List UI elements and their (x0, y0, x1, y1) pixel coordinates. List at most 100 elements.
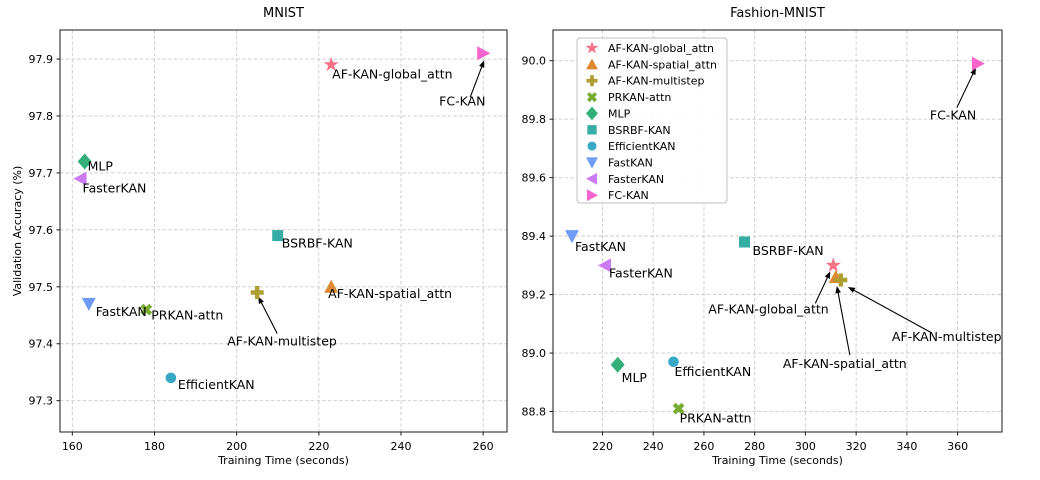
y-tick-label: 89.8 (522, 113, 547, 126)
x-axis-label: Training Time (seconds) (711, 454, 843, 467)
point-label-MLP: MLP (88, 159, 114, 174)
point-MLP (610, 356, 625, 373)
y-tick-label: 89.6 (522, 172, 547, 185)
point-label-AF-KAN-global_attn: AF-KAN-global_attn (332, 67, 452, 82)
point-label-PRKAN-attn: PRKAN-attn (151, 308, 223, 323)
legend-label-EfficientKAN: EfficientKAN (608, 140, 676, 153)
point-BSRBF-KAN (272, 230, 284, 242)
y-tick-label: 97.3 (29, 395, 54, 408)
annotation-arrow-AF-KAN-multistep (851, 288, 933, 334)
plot-border (59, 29, 508, 433)
point-AF-KAN-global_attn (825, 257, 841, 272)
point-FC-KAN (971, 56, 985, 71)
point-label-BSRBF-KAN: BSRBF-KAN (753, 243, 824, 258)
legend-label-AF-KAN-spatial_attn: AF-KAN-spatial_attn (608, 58, 717, 71)
y-tick-label: 97.9 (29, 53, 54, 66)
x-tick-label: 280 (744, 440, 765, 453)
legend-marker-AF-KAN-multistep (586, 75, 598, 87)
legend-label-FastKAN: FastKAN (608, 156, 653, 169)
chart-Fashion-MNIST: 220 240 260 280 300 320 340 360 88.8 89.0 89.2 89.4… (522, 6, 1003, 467)
annotation-arrow-FC-KAN-head (970, 67, 976, 76)
y-tick-label: 97.8 (29, 110, 54, 123)
point-PRKAN-attn (140, 303, 153, 316)
chart-title: MNIST (263, 6, 304, 21)
annotation-arrow-FC-KAN (956, 71, 975, 108)
point-EfficientKAN (668, 356, 679, 368)
point-label-FasterKAN: FasterKAN (609, 265, 673, 280)
point-FastKAN (565, 230, 579, 244)
point-PRKAN-attn (672, 402, 685, 415)
chart-title: Fashion-MNIST (730, 6, 825, 21)
y-tick-label: 97.5 (29, 281, 54, 294)
legend-marker-FastKAN (586, 157, 598, 169)
legend-marker-PRKAN-attn (587, 92, 597, 103)
annotation-arrow-AF-KAN-spatial_attn (837, 290, 851, 356)
annotation-arrow-AF-KAN-multistep-head (258, 296, 264, 305)
point-label-MLP: MLP (622, 370, 648, 385)
point-FC-KAN (477, 46, 491, 61)
y-tick-label: 97.6 (29, 224, 54, 237)
y-tick-label: 89.4 (522, 230, 547, 243)
legend-marker-MLP (586, 106, 598, 121)
legend-marker-BSRBF-KAN (587, 125, 597, 135)
point-label-BSRBF-KAN: BSRBF-KAN (282, 236, 353, 251)
point-AF-KAN-multistep (250, 286, 264, 299)
legend-label-AF-KAN-global_attn: AF-KAN-global_attn (608, 42, 714, 55)
legend-label-AF-KAN-multistep: AF-KAN-multistep (608, 75, 704, 88)
legend-label-BSRBF-KAN: BSRBF-KAN (608, 124, 671, 137)
point-label-AF-KAN-global_attn: AF-KAN-global_attn (708, 301, 828, 316)
point-FasterKAN (73, 171, 87, 186)
x-tick-label: 200 (226, 440, 247, 453)
legend-marker-FC-KAN (586, 189, 598, 202)
legend-box (576, 37, 728, 204)
point-FastKAN (81, 297, 96, 311)
annotation-arrow-AF-KAN-multistep (259, 300, 278, 334)
point-FasterKAN (598, 258, 611, 273)
annotation-arrow-FC-KAN-head (479, 60, 485, 68)
annotation-arrow-FC-KAN (469, 64, 484, 98)
point-label-AF-KAN-multistep: AF-KAN-multistep (892, 329, 1002, 344)
y-tick-label: 89.0 (522, 347, 547, 360)
legend-marker-EfficientKAN (587, 141, 597, 151)
point-label-PRKAN-attn: PRKAN-attn (680, 411, 752, 426)
y-tick-label: 97.4 (29, 338, 54, 351)
y-tick-label: 89.2 (522, 289, 547, 302)
annotation-arrow-AF-KAN-spatial_attn-head (835, 286, 841, 294)
legend-marker-AF-KAN-spatial_attn (586, 58, 598, 70)
annotation-arrow-AF-KAN-multistep-head (847, 286, 856, 293)
x-tick-label: 180 (144, 440, 165, 453)
point-label-FC-KAN: FC-KAN (930, 108, 976, 123)
x-tick-label: 240 (391, 440, 412, 453)
legend-label-FasterKAN: FasterKAN (608, 173, 664, 186)
legend-marker-FasterKAN (586, 172, 598, 185)
x-tick-label: 320 (846, 440, 867, 453)
point-label-AF-KAN-multistep: AF-KAN-multistep (227, 333, 337, 348)
point-label-AF-KAN-spatial_attn: AF-KAN-spatial_attn (783, 356, 907, 371)
x-tick-label: 260 (473, 440, 494, 453)
point-label-FC-KAN: FC-KAN (439, 93, 485, 108)
point-label-FasterKAN: FasterKAN (83, 181, 147, 196)
legend-label-MLP: MLP (608, 107, 631, 120)
annotation-arrow-AF-KAN-global_attn (814, 275, 829, 304)
legend-label-FC-KAN: FC-KAN (608, 189, 649, 202)
x-tick-label: 240 (643, 440, 664, 453)
point-AF-KAN-spatial_attn (324, 279, 339, 293)
x-axis-label: Training Time (seconds) (217, 454, 349, 467)
point-BSRBF-KAN (739, 236, 750, 248)
point-label-EfficientKAN: EfficientKAN (674, 364, 751, 379)
point-label-EfficientKAN: EfficientKAN (178, 377, 255, 392)
point-label-AF-KAN-spatial_attn: AF-KAN-spatial_attn (328, 286, 452, 301)
y-tick-label: 97.7 (29, 167, 54, 180)
x-tick-label: 300 (795, 440, 816, 453)
legend: AF-KAN-global_attn AF-KAN-spatial_attn AF-… (576, 37, 728, 204)
plot-border (552, 29, 1003, 433)
point-EfficientKAN (165, 372, 177, 384)
chart-MNIST: 160 180 200 220 240 260 97.3 97.4 97.5 97.6 97.7 97… (11, 6, 508, 467)
legend-label-PRKAN-attn: PRKAN-attn (608, 91, 671, 104)
y-tick-label: 90.0 (522, 55, 547, 68)
x-tick-label: 360 (947, 440, 968, 453)
point-MLP (77, 153, 92, 170)
point-label-FastKAN: FastKAN (575, 239, 626, 254)
